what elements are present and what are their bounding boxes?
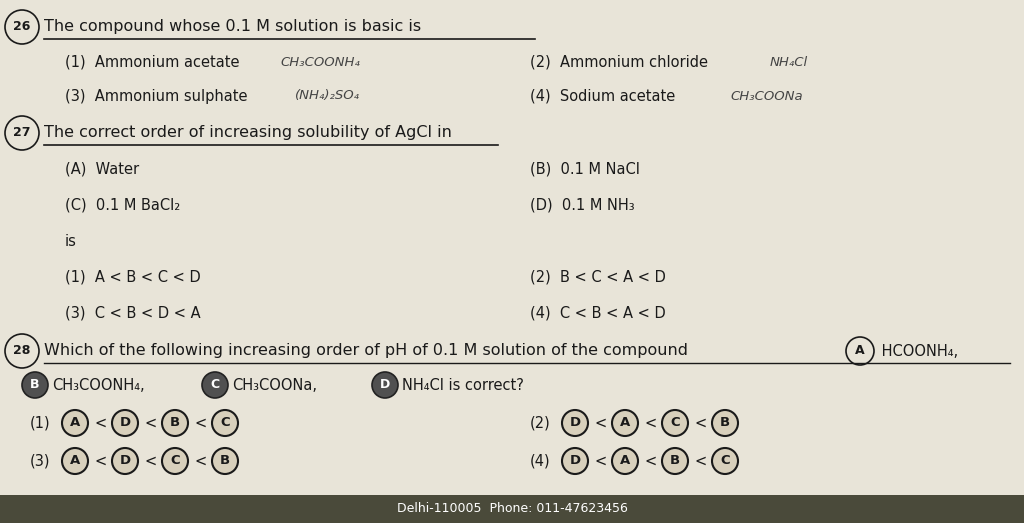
Circle shape — [662, 448, 688, 474]
Circle shape — [112, 448, 138, 474]
Text: (3)  Ammonium sulphate: (3) Ammonium sulphate — [65, 88, 248, 104]
Text: CH₃COONa: CH₃COONa — [730, 89, 803, 103]
Text: A: A — [70, 416, 80, 429]
Text: 28: 28 — [13, 345, 31, 358]
Text: Which of the following increasing order of pH of 0.1 M solution of the compound: Which of the following increasing order … — [44, 344, 688, 358]
Text: NH₄Cl is correct?: NH₄Cl is correct? — [402, 378, 524, 392]
Text: (D)  0.1 M NH₃: (D) 0.1 M NH₃ — [530, 198, 635, 212]
Text: (2)  Ammonium chloride: (2) Ammonium chloride — [530, 54, 708, 70]
Text: (2)  B < C < A < D: (2) B < C < A < D — [530, 269, 666, 285]
Text: A: A — [620, 454, 630, 468]
Text: 27: 27 — [13, 127, 31, 140]
Circle shape — [662, 410, 688, 436]
Text: <: < — [694, 453, 707, 469]
Text: <: < — [594, 415, 606, 430]
Text: A: A — [855, 345, 865, 358]
Text: (4): (4) — [530, 453, 551, 469]
Text: D: D — [380, 379, 390, 392]
Circle shape — [202, 372, 228, 398]
Text: C: C — [720, 454, 730, 468]
Text: D: D — [569, 454, 581, 468]
Text: D: D — [569, 416, 581, 429]
Text: C: C — [670, 416, 680, 429]
Text: <: < — [94, 415, 106, 430]
Text: C: C — [211, 379, 219, 392]
Text: B: B — [220, 454, 230, 468]
Circle shape — [712, 448, 738, 474]
Text: The correct order of increasing solubility of AgCl in: The correct order of increasing solubili… — [44, 126, 452, 141]
Text: 26: 26 — [13, 20, 31, 33]
Text: (4)  C < B < A < D: (4) C < B < A < D — [530, 305, 666, 321]
Text: CH₃COONH₄,: CH₃COONH₄, — [52, 378, 144, 392]
Text: (3): (3) — [30, 453, 50, 469]
Text: <: < — [94, 453, 106, 469]
Circle shape — [612, 448, 638, 474]
Text: (A)  Water: (A) Water — [65, 162, 139, 176]
Text: (4)  Sodium acetate: (4) Sodium acetate — [530, 88, 675, 104]
Circle shape — [712, 410, 738, 436]
Circle shape — [162, 410, 188, 436]
Text: (1)  Ammonium acetate: (1) Ammonium acetate — [65, 54, 240, 70]
Text: <: < — [594, 453, 606, 469]
Text: (B)  0.1 M NaCl: (B) 0.1 M NaCl — [530, 162, 640, 176]
Text: (3)  C < B < D < A: (3) C < B < D < A — [65, 305, 201, 321]
Text: C: C — [170, 454, 180, 468]
Circle shape — [372, 372, 398, 398]
Text: (2): (2) — [530, 415, 551, 430]
Text: <: < — [144, 415, 157, 430]
Text: <: < — [144, 453, 157, 469]
Circle shape — [62, 448, 88, 474]
Circle shape — [212, 448, 238, 474]
Text: C: C — [220, 416, 229, 429]
Text: (C)  0.1 M BaCl₂: (C) 0.1 M BaCl₂ — [65, 198, 180, 212]
Circle shape — [612, 410, 638, 436]
Text: HCOONH₄,: HCOONH₄, — [877, 344, 958, 358]
Text: B: B — [720, 416, 730, 429]
Text: D: D — [120, 416, 131, 429]
Circle shape — [562, 410, 588, 436]
Text: B: B — [670, 454, 680, 468]
Circle shape — [22, 372, 48, 398]
Text: B: B — [170, 416, 180, 429]
Text: A: A — [70, 454, 80, 468]
Text: <: < — [644, 415, 656, 430]
Circle shape — [62, 410, 88, 436]
Circle shape — [162, 448, 188, 474]
Text: (NH₄)₂SO₄: (NH₄)₂SO₄ — [295, 89, 360, 103]
Text: CH₃COONa,: CH₃COONa, — [232, 378, 317, 392]
Text: CH₃COONH₄: CH₃COONH₄ — [280, 55, 359, 69]
Text: <: < — [694, 415, 707, 430]
Text: (1)  A < B < C < D: (1) A < B < C < D — [65, 269, 201, 285]
Circle shape — [212, 410, 238, 436]
Text: Delhi-110005  Phone: 011-47623456: Delhi-110005 Phone: 011-47623456 — [396, 503, 628, 516]
Text: <: < — [644, 453, 656, 469]
Text: is: is — [65, 233, 77, 248]
Circle shape — [562, 448, 588, 474]
Circle shape — [112, 410, 138, 436]
Text: (1): (1) — [30, 415, 50, 430]
Text: The compound whose 0.1 M solution is basic is: The compound whose 0.1 M solution is bas… — [44, 19, 421, 35]
Text: B: B — [31, 379, 40, 392]
Text: A: A — [620, 416, 630, 429]
Text: <: < — [194, 453, 206, 469]
Text: <: < — [194, 415, 206, 430]
Text: D: D — [120, 454, 131, 468]
FancyBboxPatch shape — [0, 495, 1024, 523]
Text: NH₄Cl: NH₄Cl — [770, 55, 808, 69]
